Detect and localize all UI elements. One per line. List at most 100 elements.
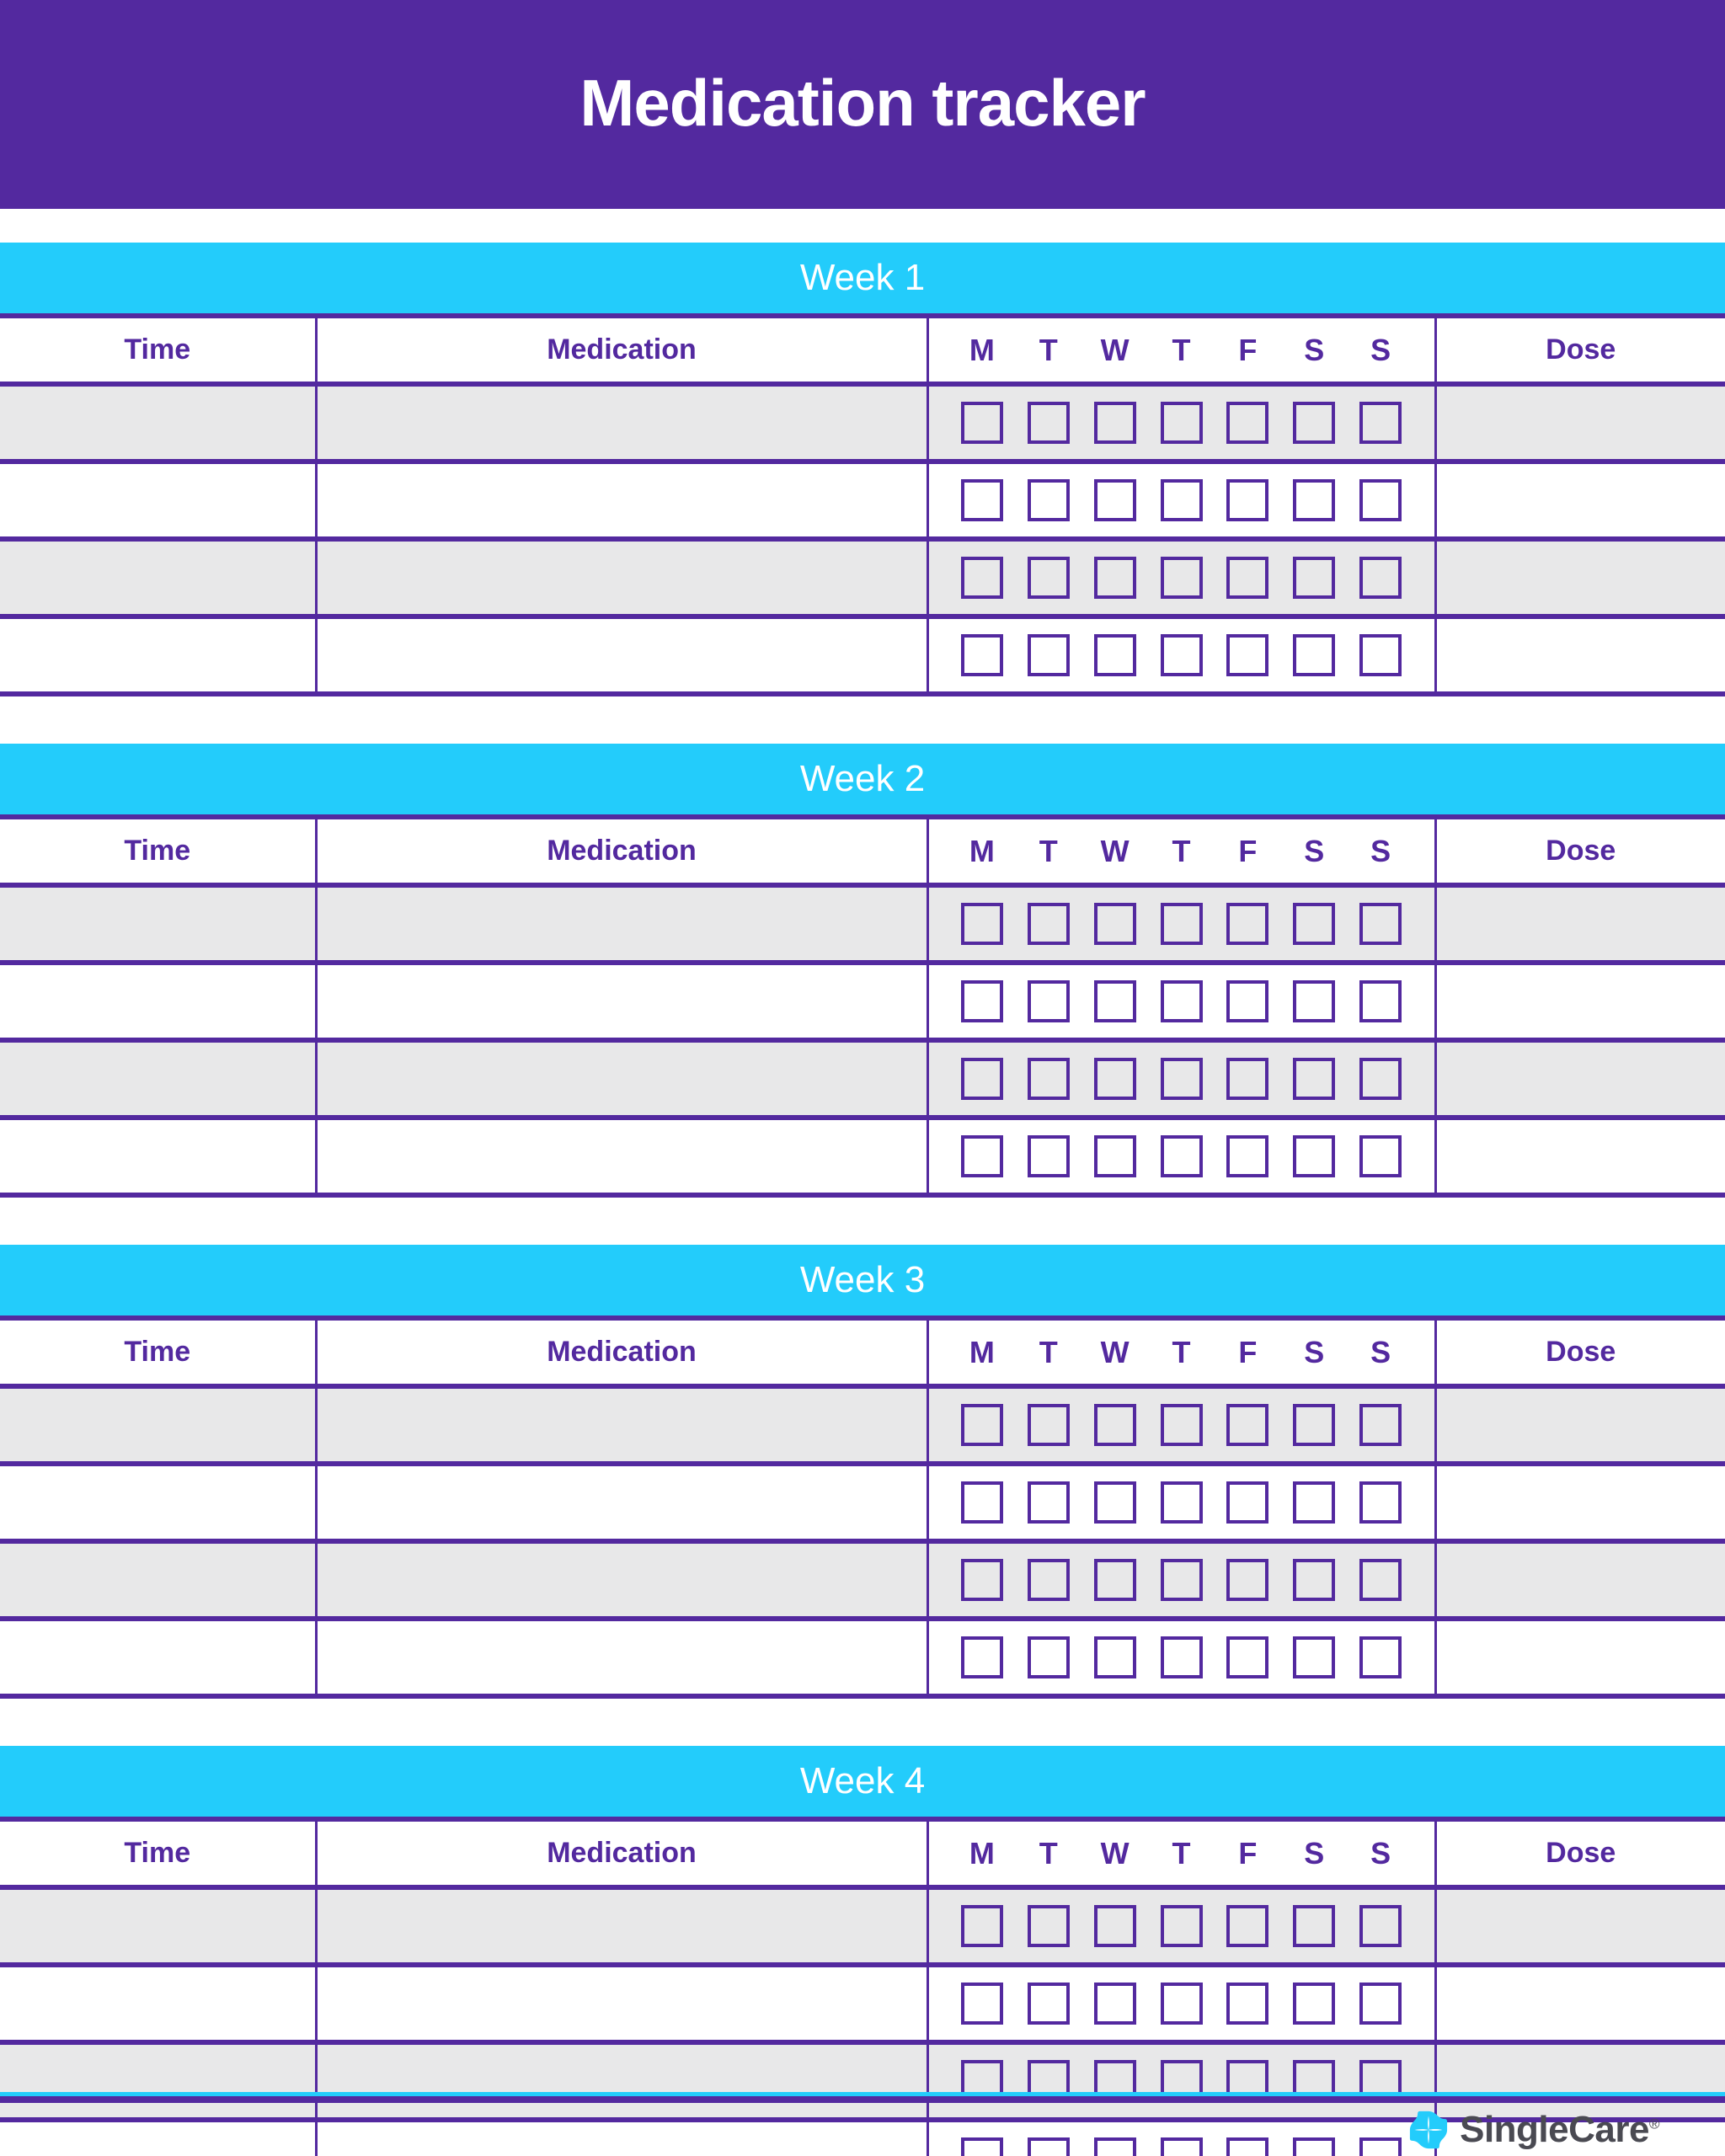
medication-input-cell[interactable] — [314, 1616, 927, 1699]
dose-input-cell[interactable] — [1434, 960, 1725, 1043]
day-checkbox[interactable] — [960, 1983, 1003, 2025]
day-checkbox[interactable] — [1226, 2137, 1269, 2156]
medication-input-cell[interactable] — [314, 1384, 927, 1466]
day-checkbox[interactable] — [1359, 1636, 1402, 1678]
time-input-cell[interactable] — [0, 1115, 316, 1198]
day-checkbox[interactable] — [1093, 1559, 1136, 1601]
day-checkbox[interactable] — [1027, 980, 1070, 1022]
day-checkbox[interactable] — [1359, 1481, 1402, 1524]
day-checkbox[interactable] — [1160, 557, 1203, 599]
day-checkbox[interactable] — [1226, 479, 1269, 521]
day-checkbox[interactable] — [1293, 980, 1336, 1022]
day-checkbox[interactable] — [1293, 903, 1336, 945]
dose-input-cell[interactable] — [1434, 1384, 1725, 1466]
day-checkbox[interactable] — [1160, 1481, 1203, 1524]
day-checkbox[interactable] — [1027, 1058, 1070, 1100]
day-checkbox[interactable] — [1359, 402, 1402, 444]
time-input-cell[interactable] — [0, 536, 316, 619]
day-checkbox[interactable] — [1027, 479, 1070, 521]
day-checkbox[interactable] — [960, 2137, 1003, 2156]
day-checkbox[interactable] — [1160, 1058, 1203, 1100]
day-checkbox[interactable] — [1293, 634, 1336, 676]
day-checkbox[interactable] — [1093, 557, 1136, 599]
time-input-cell[interactable] — [0, 960, 316, 1043]
day-checkbox[interactable] — [960, 634, 1003, 676]
dose-input-cell[interactable] — [1434, 459, 1725, 542]
day-checkbox[interactable] — [1093, 1636, 1136, 1678]
medication-input-cell[interactable] — [314, 1038, 927, 1120]
medication-input-cell[interactable] — [314, 1115, 927, 1198]
day-checkbox[interactable] — [1093, 634, 1136, 676]
day-checkbox[interactable] — [1359, 980, 1402, 1022]
day-checkbox[interactable] — [1293, 1058, 1336, 1100]
day-checkbox[interactable] — [1359, 1983, 1402, 2025]
day-checkbox[interactable] — [960, 1404, 1003, 1446]
day-checkbox[interactable] — [1293, 1404, 1336, 1446]
day-checkbox[interactable] — [1160, 903, 1203, 945]
day-checkbox[interactable] — [1027, 1135, 1070, 1177]
day-checkbox[interactable] — [1359, 1559, 1402, 1601]
day-checkbox[interactable] — [1226, 1404, 1269, 1446]
medication-input-cell[interactable] — [314, 960, 927, 1043]
dose-input-cell[interactable] — [1434, 2040, 1725, 2122]
day-checkbox[interactable] — [1027, 1559, 1070, 1601]
day-checkbox[interactable] — [1359, 557, 1402, 599]
day-checkbox[interactable] — [960, 980, 1003, 1022]
time-input-cell[interactable] — [0, 1962, 316, 2045]
day-checkbox[interactable] — [960, 479, 1003, 521]
medication-input-cell[interactable] — [314, 1962, 927, 2045]
day-checkbox[interactable] — [960, 1905, 1003, 1947]
day-checkbox[interactable] — [1027, 634, 1070, 676]
day-checkbox[interactable] — [1359, 479, 1402, 521]
day-checkbox[interactable] — [1093, 1135, 1136, 1177]
day-checkbox[interactable] — [1093, 1058, 1136, 1100]
day-checkbox[interactable] — [1293, 1135, 1336, 1177]
day-checkbox[interactable] — [1293, 1636, 1336, 1678]
day-checkbox[interactable] — [1027, 1905, 1070, 1947]
day-checkbox[interactable] — [1160, 1404, 1203, 1446]
day-checkbox[interactable] — [1027, 1481, 1070, 1524]
day-checkbox[interactable] — [1027, 557, 1070, 599]
day-checkbox[interactable] — [1160, 2137, 1203, 2156]
day-checkbox[interactable] — [1359, 903, 1402, 945]
medication-input-cell[interactable] — [314, 2040, 927, 2122]
day-checkbox[interactable] — [1226, 557, 1269, 599]
day-checkbox[interactable] — [1293, 2137, 1336, 2156]
day-checkbox[interactable] — [1359, 1404, 1402, 1446]
time-input-cell[interactable] — [0, 1038, 316, 1120]
time-input-cell[interactable] — [0, 614, 316, 696]
day-checkbox[interactable] — [1093, 1404, 1136, 1446]
day-checkbox[interactable] — [960, 557, 1003, 599]
dose-input-cell[interactable] — [1434, 1616, 1725, 1699]
day-checkbox[interactable] — [1226, 1058, 1269, 1100]
day-checkbox[interactable] — [1160, 634, 1203, 676]
day-checkbox[interactable] — [1093, 479, 1136, 521]
day-checkbox[interactable] — [1293, 1905, 1336, 1947]
dose-input-cell[interactable] — [1434, 1461, 1725, 1544]
day-checkbox[interactable] — [1293, 1559, 1336, 1601]
time-input-cell[interactable] — [0, 1539, 316, 1621]
dose-input-cell[interactable] — [1434, 382, 1725, 464]
time-input-cell[interactable] — [0, 2117, 316, 2156]
day-checkbox[interactable] — [1093, 402, 1136, 444]
dose-input-cell[interactable] — [1434, 1539, 1725, 1621]
day-checkbox[interactable] — [1359, 1905, 1402, 1947]
day-checkbox[interactable] — [1027, 1636, 1070, 1678]
day-checkbox[interactable] — [1160, 1559, 1203, 1601]
day-checkbox[interactable] — [1027, 903, 1070, 945]
time-input-cell[interactable] — [0, 1885, 316, 1967]
day-checkbox[interactable] — [1226, 903, 1269, 945]
day-checkbox[interactable] — [1160, 1636, 1203, 1678]
day-checkbox[interactable] — [1093, 1905, 1136, 1947]
day-checkbox[interactable] — [960, 1559, 1003, 1601]
day-checkbox[interactable] — [1226, 1135, 1269, 1177]
day-checkbox[interactable] — [1293, 479, 1336, 521]
day-checkbox[interactable] — [1226, 1983, 1269, 2025]
day-checkbox[interactable] — [1160, 1135, 1203, 1177]
time-input-cell[interactable] — [0, 382, 316, 464]
dose-input-cell[interactable] — [1434, 1962, 1725, 2045]
dose-input-cell[interactable] — [1434, 614, 1725, 696]
day-checkbox[interactable] — [1160, 1905, 1203, 1947]
medication-input-cell[interactable] — [314, 1461, 927, 1544]
time-input-cell[interactable] — [0, 2040, 316, 2122]
